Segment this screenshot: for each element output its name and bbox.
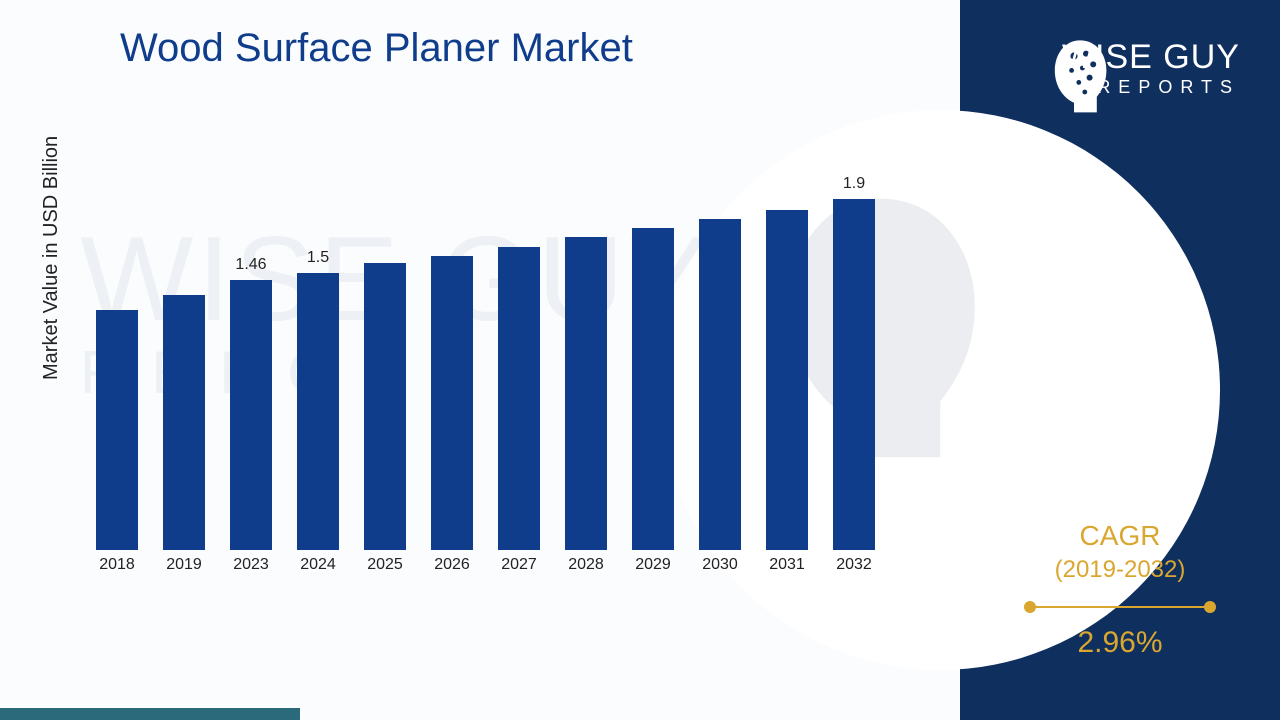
bottom-accent-bar [0,708,300,720]
x-tick-label: 2023 [233,556,269,574]
bar [498,247,540,550]
bar [632,228,674,550]
bar [699,219,741,550]
bar-value-label: 1.46 [235,256,266,274]
x-tick-label: 2030 [702,556,738,574]
bar [431,256,473,550]
x-tick-label: 2024 [300,556,336,574]
bar [833,199,875,551]
x-tick-label: 2031 [769,556,805,574]
bar [565,237,607,550]
logo-line1: WISE GUY [1062,40,1240,74]
bar [364,263,406,550]
x-tick-label: 2025 [367,556,403,574]
x-tick-label: 2018 [99,556,135,574]
cagr-block: CAGR (2019-2032) 2.96% [1010,520,1230,660]
cagr-divider [1030,606,1210,608]
bar [766,210,808,550]
brand-logo: WISE GUY REPORTS [1062,40,1240,96]
bar-chart: 2018 2019 1.46 2023 1.5 2024 2025 2026 2027 2028 2… [80,180,900,580]
cagr-title: CAGR [1010,520,1230,552]
bar [163,295,205,550]
report-chart-card: { "title": "Wood Surface Planer Market",… [0,0,1280,720]
chart-title: Wood Surface Planer Market [120,26,633,71]
plot-area: 201820191.4620231.5202420252026202720282… [96,180,900,550]
cagr-period: (2019-2032) [1010,556,1230,584]
x-tick-label: 2027 [501,556,537,574]
x-tick-label: 2029 [635,556,671,574]
bar [297,273,339,551]
cagr-value: 2.96% [1010,626,1230,660]
bar [96,310,138,551]
x-tick-label: 2026 [434,556,470,574]
x-tick-label: 2032 [836,556,872,574]
bar-value-label: 1.5 [307,249,329,267]
logo-line2: REPORTS [1062,78,1240,96]
y-axis-label: Market Value in USD Billion [40,136,63,380]
bar-value-label: 1.9 [843,175,865,193]
x-tick-label: 2019 [166,556,202,574]
x-tick-label: 2028 [568,556,604,574]
bar [230,280,272,550]
